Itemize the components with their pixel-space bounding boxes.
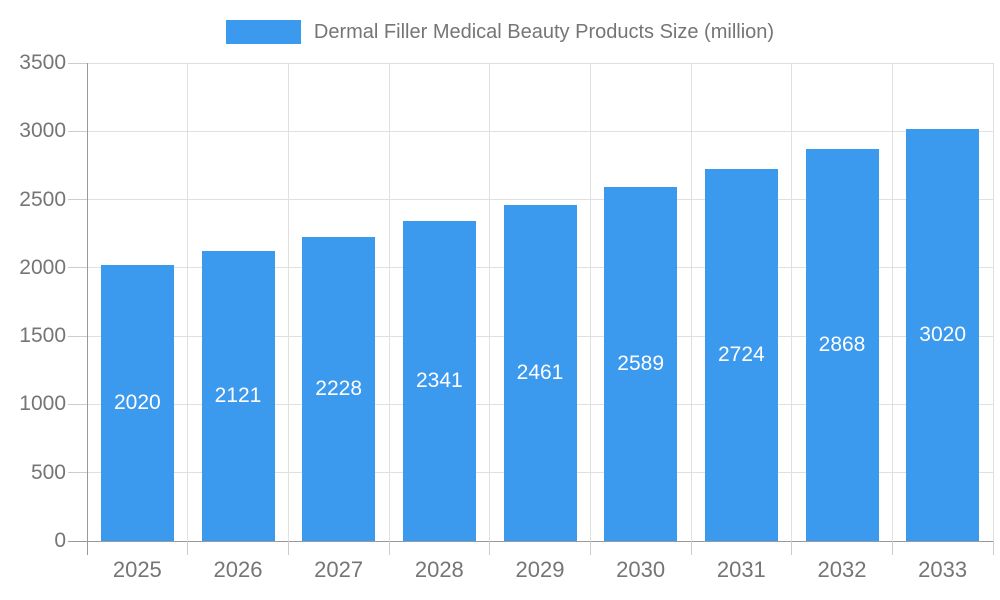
y-axis-label: 0 [54,529,66,552]
x-axis-label: 2027 [314,557,364,582]
x-axis-tick [489,541,491,555]
x-axis-label: 2031 [716,557,766,582]
y-axis-label: 500 [30,460,66,484]
x-axis-label: 2026 [213,557,263,582]
y-axis-label: 3000 [19,119,66,143]
y-axis-label: 2000 [19,255,66,279]
plot-area: 2020 2121 2228 2341 2461 2589 2724 2868 3020 [86,62,994,542]
bar-value-label: 2868 [818,333,866,357]
y-axis-label: 1500 [19,324,66,348]
legend-swatch [225,20,301,44]
bar-value-label: 2341 [415,369,463,393]
bar-value-label: 2589 [617,352,665,376]
x-axis-tick [287,541,289,555]
x-axis-line [87,540,993,542]
y-axis-tick [68,472,87,474]
y-axis-tick [68,62,87,64]
gridline-horizontal [87,130,993,132]
x-axis-tick [992,541,994,555]
x-axis-label: 2030 [616,557,666,582]
x-axis-tick [589,541,591,555]
x-axis-tick [86,541,88,555]
gridline-vertical [388,63,390,541]
x-axis-tick [791,541,793,555]
y-axis-tick [68,199,87,201]
x-axis-label: 2029 [515,557,565,582]
y-axis-tick [68,335,87,337]
bar-value-label: 2121 [214,384,262,408]
bar-2025[interactable]: 2020 [100,265,174,541]
bar-value-label: 2228 [315,376,363,400]
y-axis-label: 2500 [19,187,66,211]
y-axis-tick [68,403,87,405]
bar-2033[interactable]: 3020 [906,128,980,541]
bar-2032[interactable]: 2868 [805,149,879,541]
x-axis-tick [891,541,893,555]
bar-2029[interactable]: 2461 [503,204,577,541]
gridline-horizontal [87,62,993,64]
legend-label: Dermal Filler Medical Beauty Products Si… [313,21,775,43]
bar-2031[interactable]: 2724 [704,168,778,541]
gridline-vertical [589,63,591,541]
x-axis-label: 2032 [817,557,867,582]
x-axis-tick [187,541,189,555]
bar-2026[interactable]: 2121 [201,251,275,541]
gridline-vertical [489,63,491,541]
bar-value-label: 2461 [516,360,564,384]
gridline-vertical [791,63,793,541]
gridline-vertical [287,63,289,541]
gridline-vertical [891,63,893,541]
legend-item[interactable]: Dermal Filler Medical Beauty Products Si… [0,20,1000,44]
y-axis-tick [68,540,87,542]
x-axis-tick [690,541,692,555]
gridline-vertical [992,63,994,541]
x-axis-label: 2033 [918,557,968,582]
y-axis-tick [68,267,87,269]
bar-value-label: 2020 [113,391,161,415]
y-axis-label: 1000 [19,392,66,416]
gridline-horizontal [87,199,993,201]
bar-value-label: 3020 [919,322,967,346]
bar-value-label: 2724 [717,342,765,366]
y-axis-label: 3500 [19,51,66,74]
y-axis-tick [68,130,87,132]
bar-2028[interactable]: 2341 [402,221,476,541]
x-axis-label: 2028 [414,557,464,582]
bar-2030[interactable]: 2589 [604,187,678,541]
gridline-vertical [187,63,189,541]
x-axis-label: 2025 [112,557,162,582]
y-axis-line [86,63,88,541]
bar-2027[interactable]: 2228 [302,236,376,541]
x-axis-tick [388,541,390,555]
gridline-vertical [690,63,692,541]
